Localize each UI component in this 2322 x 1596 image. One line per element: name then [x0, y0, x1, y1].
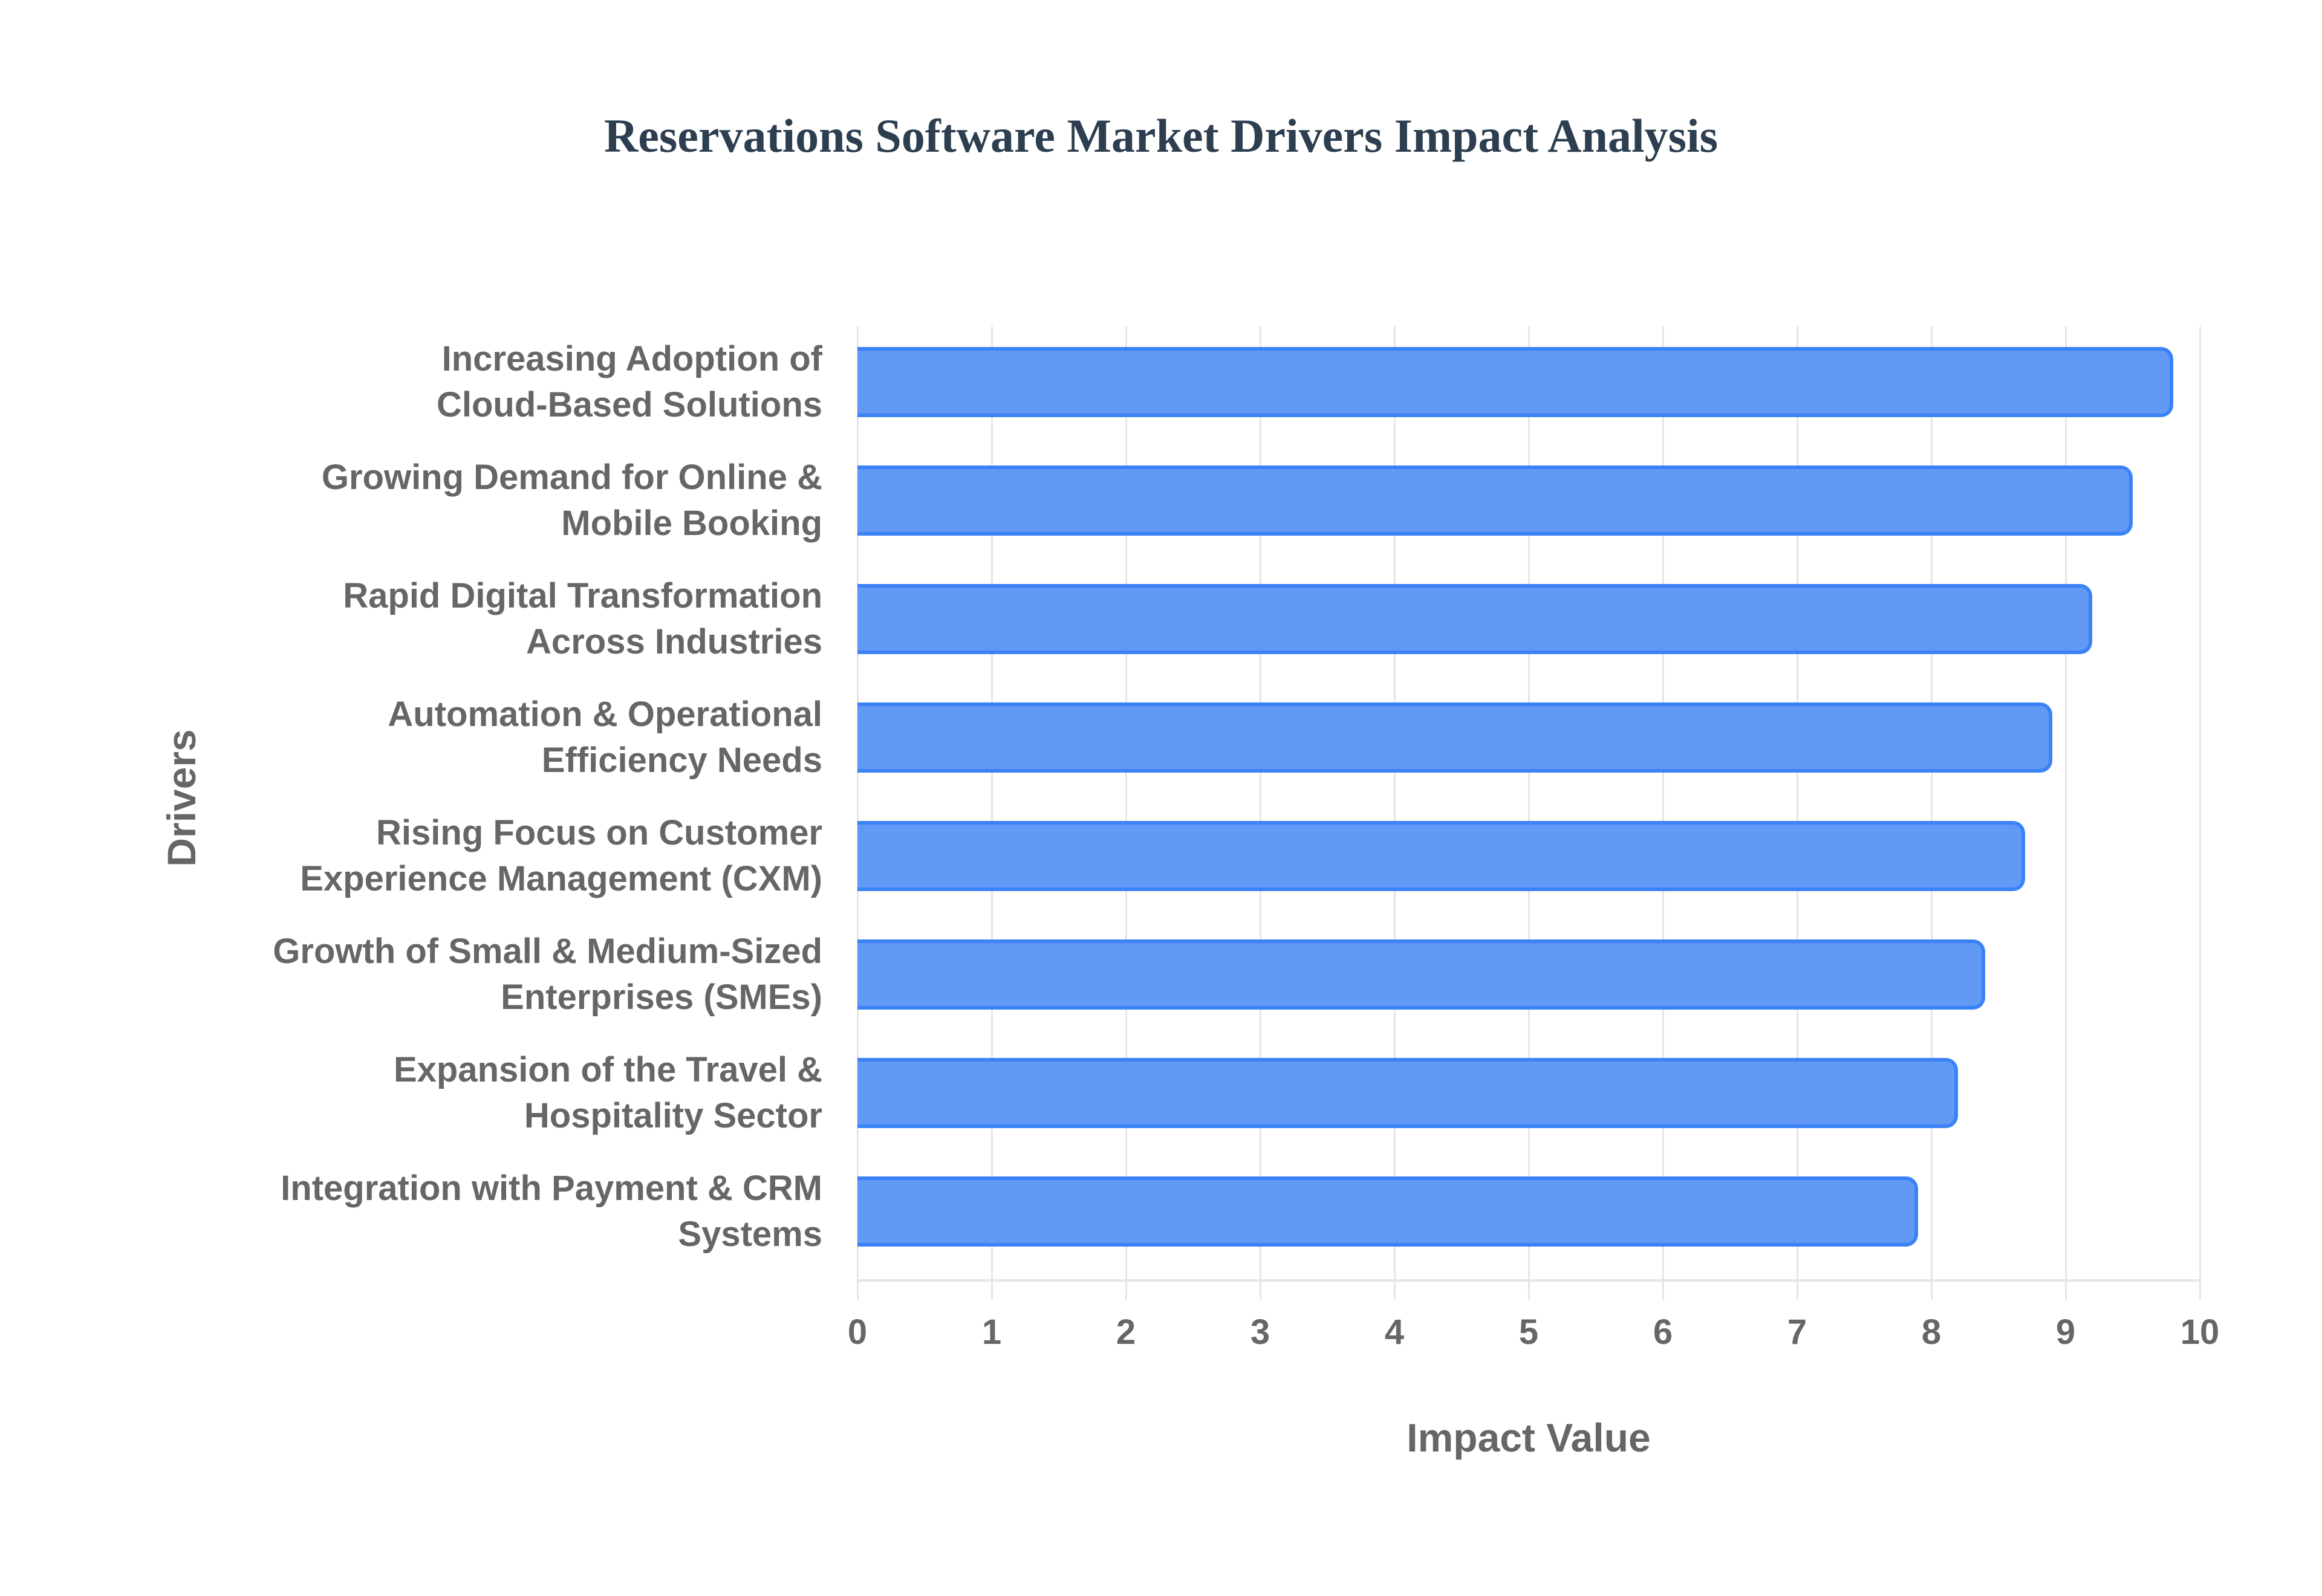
bar[interactable]	[857, 1058, 1959, 1128]
y-category-label: Rapid Digital Transformation Across Indus…	[343, 576, 822, 661]
x-tick-label: 0	[847, 1312, 868, 1352]
gridline	[2065, 326, 2067, 1300]
gridline	[1394, 326, 1396, 1300]
gridline	[1260, 326, 1261, 1300]
bar[interactable]	[857, 939, 1985, 1010]
x-tick-label: 9	[2055, 1312, 2076, 1352]
bar[interactable]	[857, 584, 2093, 654]
bar[interactable]	[857, 1176, 1918, 1247]
gridline	[1662, 326, 1664, 1300]
x-tick-label: 8	[1921, 1312, 1942, 1352]
y-category-label: Automation & Operational Efficiency Needs	[388, 695, 822, 780]
x-axis-line	[857, 1279, 2200, 1282]
plot-area	[857, 326, 2201, 1300]
x-tick-label: 7	[1787, 1312, 1807, 1352]
gridline	[1931, 326, 1933, 1300]
gridline	[1528, 326, 1530, 1300]
bar[interactable]	[857, 821, 2026, 891]
gridline	[1125, 326, 1127, 1300]
x-tick-label: 6	[1653, 1312, 1673, 1352]
gridline	[2199, 326, 2201, 1300]
x-tick-label: 4	[1384, 1312, 1405, 1352]
gridline	[857, 326, 859, 1300]
x-tick-label: 5	[1518, 1312, 1539, 1352]
x-axis-title: Impact Value	[1407, 1415, 1651, 1460]
gridline	[991, 326, 993, 1300]
bar[interactable]	[857, 347, 2173, 417]
bar[interactable]	[857, 465, 2133, 536]
y-category-label: Expansion of the Travel & Hospitality Sec…	[393, 1050, 822, 1135]
y-category-label: Rising Focus on Customer Experience Manag…	[300, 813, 822, 898]
y-category-label: Increasing Adoption of Cloud-Based Soluti…	[437, 339, 822, 424]
y-category-label: Growth of Small & Medium-Sized Enterprise…	[273, 932, 822, 1017]
bar[interactable]	[857, 702, 2052, 773]
x-tick-label: 3	[1250, 1312, 1270, 1352]
x-tick-label: 10	[2180, 1312, 2220, 1352]
gridline	[1797, 326, 1798, 1300]
x-tick-label: 2	[1116, 1312, 1136, 1352]
chart-title: Reservations Software Market Drivers Imp…	[603, 109, 1719, 162]
x-tick-label: 1	[981, 1312, 1002, 1352]
y-category-label: Growing Demand for Online & Mobile Bookin…	[321, 458, 822, 543]
y-category-label: Integration with Payment & CRM Systems	[281, 1169, 822, 1254]
